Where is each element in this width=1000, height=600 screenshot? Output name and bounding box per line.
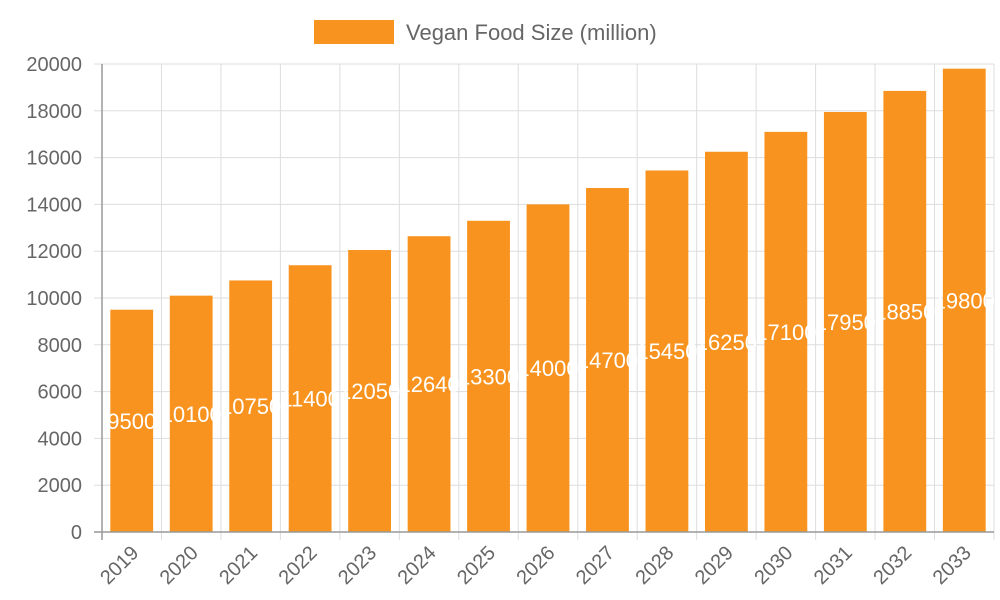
bar	[110, 309, 154, 532]
y-tick-label: 16000	[26, 148, 82, 170]
x-tick-label: 2031	[810, 542, 857, 589]
y-tick-label: 6000	[38, 382, 83, 404]
bar	[526, 204, 570, 532]
x-tick-label: 2032	[869, 542, 916, 589]
x-tick-label: 2033	[929, 542, 976, 589]
y-tick-label: 14000	[26, 194, 82, 216]
data-label: 10750	[220, 394, 281, 419]
x-tick-label: 2026	[513, 542, 560, 589]
data-label: 14700	[577, 348, 638, 373]
y-tick-label: 4000	[38, 428, 83, 450]
data-label: 16250	[696, 330, 757, 355]
bar	[645, 170, 689, 532]
y-tick-label: 10000	[26, 288, 82, 310]
bar	[823, 111, 867, 532]
legend-label: Vegan Food Size (million)	[406, 20, 657, 45]
bar	[704, 151, 748, 532]
x-tick-label: 2028	[631, 542, 678, 589]
bar	[348, 250, 392, 532]
data-label: 9500	[107, 409, 156, 434]
data-label: 12640	[398, 372, 459, 397]
bar	[229, 280, 273, 532]
data-label: 19800	[934, 288, 995, 313]
bar	[407, 236, 451, 532]
x-tick-label: 2020	[156, 542, 203, 589]
data-label: 15450	[636, 339, 697, 364]
data-label: 17950	[815, 310, 876, 335]
data-label: 11400	[280, 387, 340, 412]
x-tick-label: 2027	[572, 542, 619, 589]
y-tick-label: 0	[71, 522, 82, 544]
data-label: 18850	[874, 299, 935, 324]
y-tick-label: 20000	[26, 54, 82, 76]
data-label: 12050	[339, 379, 400, 404]
bar	[467, 220, 510, 532]
y-tick-label: 12000	[26, 241, 82, 263]
x-tick-label: 2022	[275, 542, 322, 589]
bars	[110, 68, 986, 533]
legend[interactable]: Vegan Food Size (million)	[314, 20, 657, 45]
data-label: 14000	[517, 356, 578, 381]
data-label: 10100	[161, 402, 222, 427]
x-tick-label: 2030	[750, 542, 797, 589]
data-label: 13300	[458, 364, 519, 389]
data-label: 17100	[755, 320, 816, 345]
x-tick-label: 2021	[215, 542, 262, 589]
y-tick-label: 18000	[26, 101, 82, 123]
bar	[586, 188, 629, 532]
legend-swatch	[314, 20, 394, 44]
bar	[883, 90, 927, 532]
bar	[764, 131, 808, 533]
x-tick-label: 2025	[453, 542, 500, 589]
x-tick-label: 2029	[691, 542, 738, 589]
bar	[169, 295, 213, 532]
bar	[288, 265, 332, 532]
x-tick-label: 2024	[394, 542, 441, 589]
x-tick-label: 2023	[334, 542, 381, 589]
y-tick-label: 2000	[38, 475, 83, 497]
y-tick-label: 8000	[38, 335, 83, 357]
bar	[942, 68, 986, 533]
x-tick-label: 2019	[96, 542, 143, 589]
